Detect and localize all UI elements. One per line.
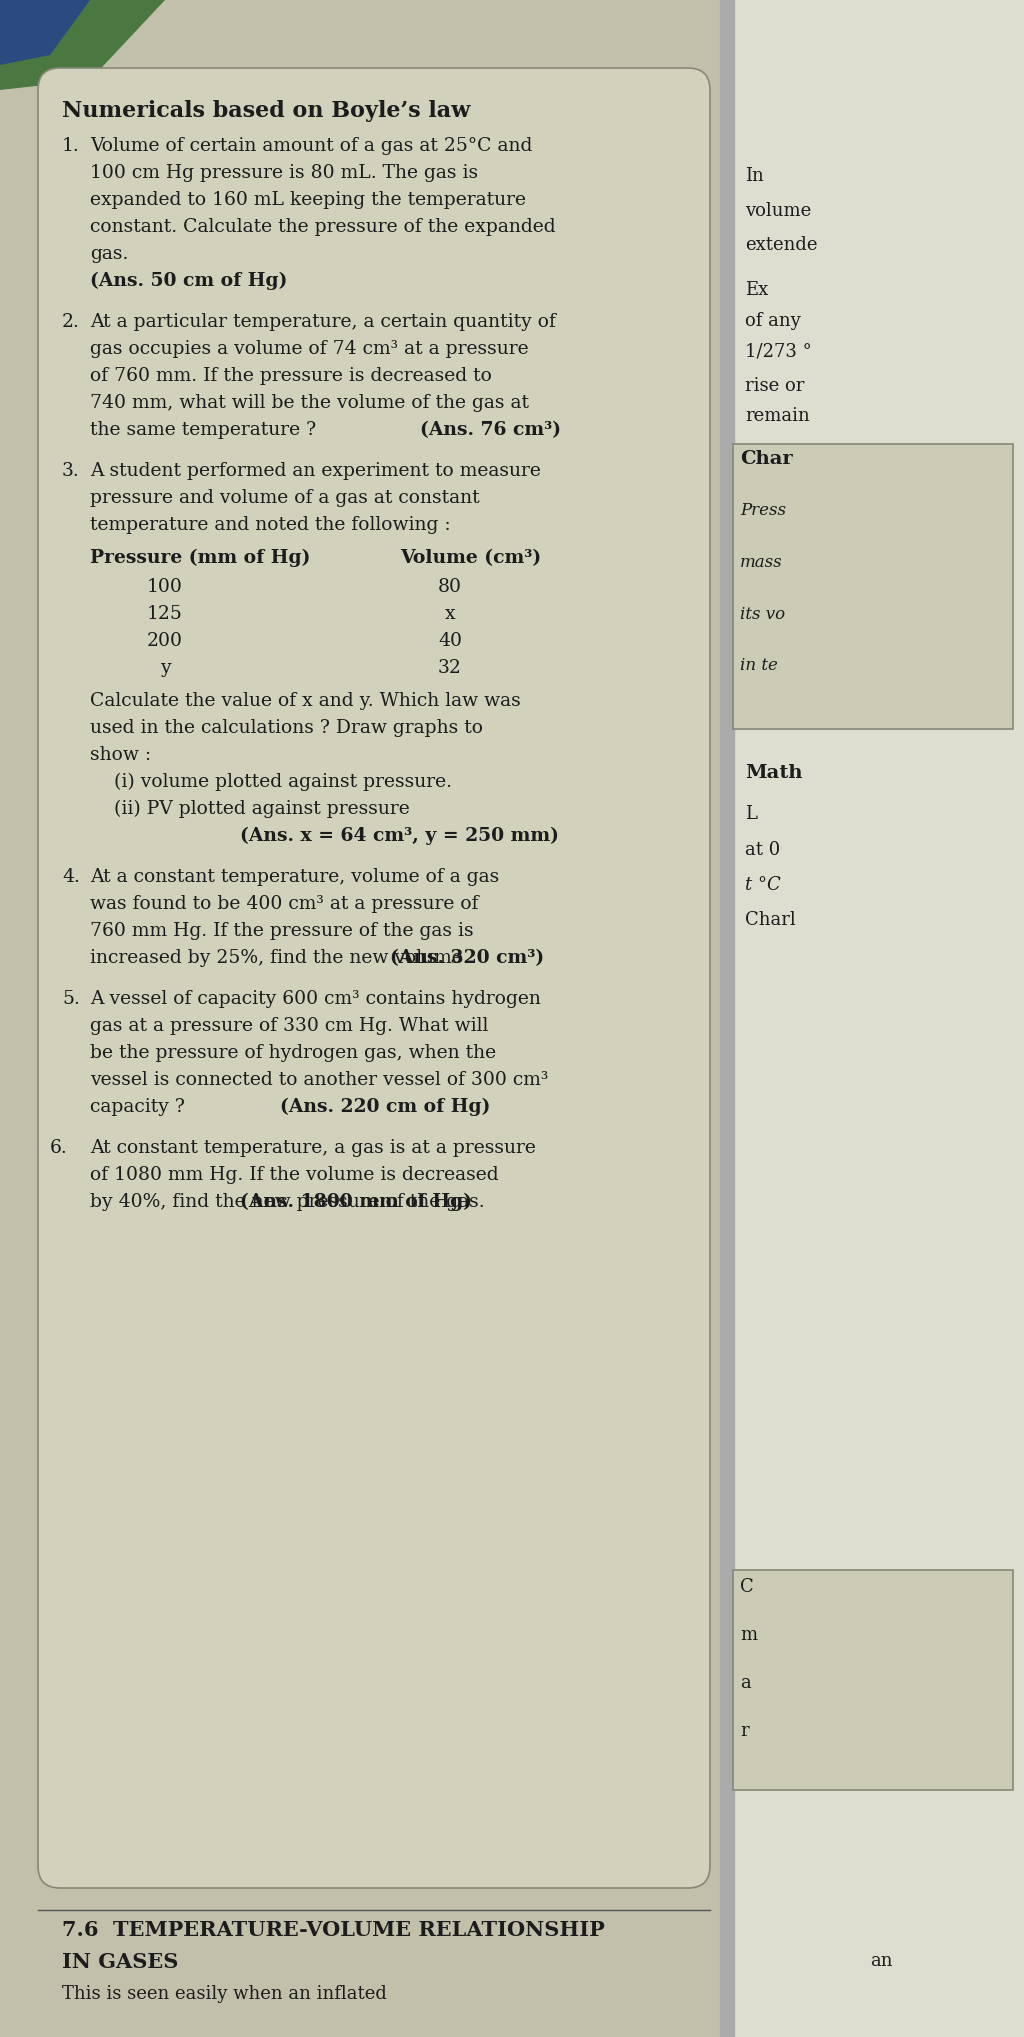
Text: Volume (cm³): Volume (cm³) xyxy=(400,550,541,566)
Text: Pressure (mm of Hg): Pressure (mm of Hg) xyxy=(90,550,310,566)
Text: its vo: its vo xyxy=(740,605,785,623)
Text: of any: of any xyxy=(745,312,801,330)
Text: y: y xyxy=(160,660,170,676)
Text: by 40%, find the new pressure of the gas.: by 40%, find the new pressure of the gas… xyxy=(90,1194,484,1212)
Text: extende: extende xyxy=(745,236,817,255)
Text: 1.: 1. xyxy=(62,136,80,155)
Text: 2.: 2. xyxy=(62,314,80,330)
Text: of 1080 mm Hg. If the volume is decreased: of 1080 mm Hg. If the volume is decrease… xyxy=(90,1165,499,1183)
Text: (i) volume plotted against pressure.: (i) volume plotted against pressure. xyxy=(90,772,452,790)
Text: in te: in te xyxy=(740,658,778,674)
Text: (Ans. 320 cm³): (Ans. 320 cm³) xyxy=(390,949,544,968)
Text: expanded to 160 mL keeping the temperature: expanded to 160 mL keeping the temperatu… xyxy=(90,191,526,210)
Text: This is seen easily when an inflated: This is seen easily when an inflated xyxy=(62,1984,387,2002)
Text: In: In xyxy=(745,167,764,185)
Text: 200: 200 xyxy=(147,631,183,650)
Text: an: an xyxy=(870,1951,893,1970)
Text: 740 mm, what will be the volume of the gas at: 740 mm, what will be the volume of the g… xyxy=(90,393,529,411)
Text: (Ans. x = 64 cm³, y = 250 mm): (Ans. x = 64 cm³, y = 250 mm) xyxy=(240,827,559,845)
Text: A vessel of capacity 600 cm³ contains hydrogen: A vessel of capacity 600 cm³ contains hy… xyxy=(90,990,541,1008)
Text: At a particular temperature, a certain quantity of: At a particular temperature, a certain q… xyxy=(90,314,556,330)
Text: Ex: Ex xyxy=(745,281,768,299)
Text: increased by 25%, find the new volume.: increased by 25%, find the new volume. xyxy=(90,949,469,968)
Text: (Ans. 1800 mm of Hg): (Ans. 1800 mm of Hg) xyxy=(240,1194,472,1212)
Text: 5.: 5. xyxy=(62,990,80,1008)
Text: volume: volume xyxy=(745,202,811,220)
Text: 100: 100 xyxy=(147,579,183,597)
FancyBboxPatch shape xyxy=(38,67,710,1888)
Text: m: m xyxy=(740,1626,757,1644)
Polygon shape xyxy=(0,0,165,90)
Text: (Ans. 220 cm of Hg): (Ans. 220 cm of Hg) xyxy=(280,1098,490,1116)
Text: 1/273 °: 1/273 ° xyxy=(745,342,812,361)
Text: C: C xyxy=(740,1579,754,1597)
Text: gas.: gas. xyxy=(90,244,128,263)
Text: 80: 80 xyxy=(438,579,462,597)
Text: the same temperature ?: the same temperature ? xyxy=(90,422,316,440)
Text: Numericals based on Boyle’s law: Numericals based on Boyle’s law xyxy=(62,100,470,122)
Text: was found to be 400 cm³ at a pressure of: was found to be 400 cm³ at a pressure of xyxy=(90,894,478,913)
Text: Charl: Charl xyxy=(745,911,796,929)
FancyBboxPatch shape xyxy=(733,444,1013,729)
Text: 32: 32 xyxy=(438,660,462,676)
Text: temperature and noted the following :: temperature and noted the following : xyxy=(90,515,451,534)
Text: r: r xyxy=(740,1721,749,1740)
Text: 7.6  TEMPERATURE-VOLUME RELATIONSHIP: 7.6 TEMPERATURE-VOLUME RELATIONSHIP xyxy=(62,1921,605,1939)
Text: Char: Char xyxy=(740,450,793,469)
Text: constant. Calculate the pressure of the expanded: constant. Calculate the pressure of the … xyxy=(90,218,556,236)
Text: be the pressure of hydrogen gas, when the: be the pressure of hydrogen gas, when th… xyxy=(90,1045,496,1061)
Text: show :: show : xyxy=(90,746,152,764)
Text: pressure and volume of a gas at constant: pressure and volume of a gas at constant xyxy=(90,489,479,507)
Text: used in the calculations ? Draw graphs to: used in the calculations ? Draw graphs t… xyxy=(90,719,483,737)
Text: remain: remain xyxy=(745,407,810,426)
Text: 100 cm Hg pressure is 80 mL. The gas is: 100 cm Hg pressure is 80 mL. The gas is xyxy=(90,165,478,181)
Text: capacity ?: capacity ? xyxy=(90,1098,185,1116)
Text: 4.: 4. xyxy=(62,868,80,886)
Polygon shape xyxy=(0,0,90,65)
Bar xyxy=(730,0,1024,2037)
Text: vessel is connected to another vessel of 300 cm³: vessel is connected to another vessel of… xyxy=(90,1071,549,1090)
Text: x: x xyxy=(444,605,456,623)
Bar xyxy=(720,0,734,2037)
Text: mass: mass xyxy=(740,554,782,570)
Text: gas occupies a volume of 74 cm³ at a pressure: gas occupies a volume of 74 cm³ at a pre… xyxy=(90,340,528,359)
Text: (Ans. 76 cm³): (Ans. 76 cm³) xyxy=(420,422,561,440)
Text: t °C: t °C xyxy=(745,876,780,894)
FancyBboxPatch shape xyxy=(733,1571,1013,1791)
Text: Calculate the value of x and y. Which law was: Calculate the value of x and y. Which la… xyxy=(90,693,521,711)
Text: (Ans. 50 cm of Hg): (Ans. 50 cm of Hg) xyxy=(90,273,288,289)
Text: 125: 125 xyxy=(147,605,183,623)
Text: Math: Math xyxy=(745,764,803,782)
Text: a: a xyxy=(740,1674,751,1693)
Text: Volume of certain amount of a gas at 25°C and: Volume of certain amount of a gas at 25°… xyxy=(90,136,532,155)
Text: rise or: rise or xyxy=(745,377,805,395)
Text: (ii) PV plotted against pressure: (ii) PV plotted against pressure xyxy=(90,801,410,819)
Text: L: L xyxy=(745,805,757,823)
Text: 3.: 3. xyxy=(62,462,80,481)
Text: Press: Press xyxy=(740,501,786,519)
Text: At a constant temperature, volume of a gas: At a constant temperature, volume of a g… xyxy=(90,868,500,886)
Text: at 0: at 0 xyxy=(745,841,780,860)
Text: gas at a pressure of 330 cm Hg. What will: gas at a pressure of 330 cm Hg. What wil… xyxy=(90,1016,488,1035)
Text: 40: 40 xyxy=(438,631,462,650)
Text: 760 mm Hg. If the pressure of the gas is: 760 mm Hg. If the pressure of the gas is xyxy=(90,923,474,939)
Text: 6.: 6. xyxy=(50,1139,68,1157)
Text: IN GASES: IN GASES xyxy=(62,1951,178,1972)
Text: of 760 mm. If the pressure is decreased to: of 760 mm. If the pressure is decreased … xyxy=(90,367,492,385)
Text: A student performed an experiment to measure: A student performed an experiment to mea… xyxy=(90,462,541,481)
Text: At constant temperature, a gas is at a pressure: At constant temperature, a gas is at a p… xyxy=(90,1139,536,1157)
